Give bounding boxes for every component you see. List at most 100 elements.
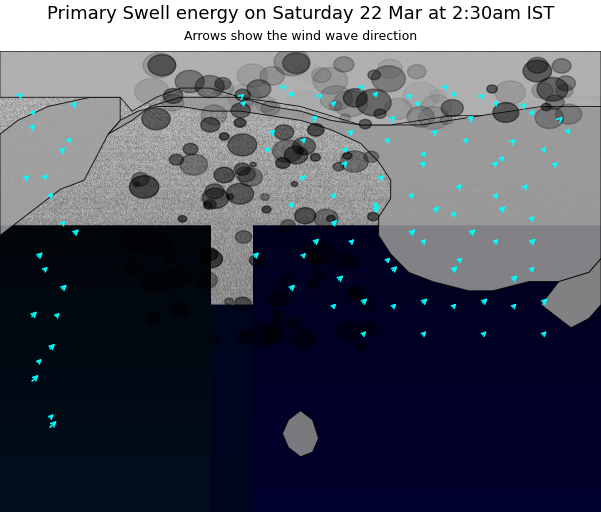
Circle shape	[329, 251, 353, 269]
Circle shape	[407, 65, 426, 79]
Circle shape	[333, 162, 344, 171]
Circle shape	[294, 208, 316, 224]
Circle shape	[145, 313, 161, 325]
Polygon shape	[108, 97, 601, 291]
Circle shape	[214, 81, 234, 96]
Circle shape	[340, 114, 350, 122]
Circle shape	[227, 194, 234, 199]
Circle shape	[129, 176, 159, 198]
Circle shape	[148, 55, 175, 76]
Circle shape	[311, 271, 326, 282]
Circle shape	[261, 101, 279, 115]
Circle shape	[124, 259, 143, 274]
Circle shape	[314, 209, 338, 228]
Circle shape	[234, 118, 246, 127]
Polygon shape	[0, 51, 601, 125]
Circle shape	[304, 242, 333, 265]
Circle shape	[204, 202, 212, 208]
Circle shape	[281, 220, 295, 230]
Circle shape	[235, 89, 251, 101]
Text: Primary Swell energy on Saturday 22 Mar at 2:30am IST: Primary Swell energy on Saturday 22 Mar …	[47, 5, 554, 24]
Circle shape	[556, 84, 573, 97]
Circle shape	[357, 344, 366, 351]
Circle shape	[493, 102, 519, 122]
Circle shape	[327, 215, 335, 222]
Circle shape	[546, 95, 564, 109]
Circle shape	[215, 77, 231, 90]
Circle shape	[276, 158, 290, 168]
Circle shape	[523, 60, 552, 82]
Circle shape	[282, 53, 310, 74]
Circle shape	[535, 107, 564, 129]
Circle shape	[311, 68, 331, 82]
Circle shape	[407, 106, 434, 127]
Circle shape	[359, 119, 371, 129]
Circle shape	[356, 89, 391, 116]
Circle shape	[201, 118, 220, 132]
Circle shape	[343, 153, 352, 159]
Circle shape	[384, 98, 412, 119]
Circle shape	[313, 68, 347, 94]
Circle shape	[201, 248, 218, 261]
Circle shape	[334, 91, 368, 117]
Circle shape	[133, 182, 139, 187]
Circle shape	[556, 104, 582, 124]
Circle shape	[269, 291, 289, 306]
Circle shape	[532, 82, 553, 99]
Circle shape	[274, 49, 310, 76]
Circle shape	[237, 64, 267, 87]
Polygon shape	[541, 259, 601, 328]
Circle shape	[307, 281, 318, 289]
Circle shape	[368, 212, 379, 221]
Circle shape	[249, 255, 264, 266]
Circle shape	[119, 228, 148, 250]
Circle shape	[343, 89, 367, 107]
Circle shape	[310, 154, 320, 161]
Circle shape	[225, 298, 233, 305]
Circle shape	[556, 76, 576, 91]
Circle shape	[219, 133, 229, 140]
Circle shape	[228, 134, 257, 156]
Circle shape	[201, 105, 227, 124]
Circle shape	[364, 151, 379, 162]
Circle shape	[287, 319, 300, 329]
Circle shape	[178, 216, 186, 222]
Circle shape	[180, 154, 207, 175]
Text: Arrows show the wind wave direction: Arrows show the wind wave direction	[184, 30, 417, 44]
Circle shape	[284, 146, 308, 164]
Circle shape	[247, 324, 277, 347]
Circle shape	[227, 183, 254, 204]
Circle shape	[214, 167, 234, 183]
Circle shape	[142, 233, 172, 255]
Circle shape	[338, 322, 362, 341]
Circle shape	[271, 310, 281, 318]
Circle shape	[542, 103, 551, 111]
Circle shape	[200, 250, 222, 268]
Circle shape	[537, 77, 568, 101]
Circle shape	[275, 125, 294, 140]
Circle shape	[262, 206, 271, 213]
Circle shape	[169, 154, 183, 165]
Circle shape	[272, 318, 283, 327]
Circle shape	[170, 303, 189, 317]
Circle shape	[132, 173, 149, 186]
Circle shape	[205, 184, 224, 199]
Circle shape	[256, 96, 276, 112]
Polygon shape	[0, 97, 120, 236]
Circle shape	[308, 123, 324, 136]
Circle shape	[487, 85, 498, 93]
Circle shape	[368, 70, 380, 80]
Circle shape	[195, 272, 218, 289]
Circle shape	[359, 298, 373, 308]
Circle shape	[142, 108, 170, 130]
Circle shape	[143, 53, 175, 78]
Circle shape	[297, 149, 304, 154]
Circle shape	[195, 75, 224, 98]
Circle shape	[346, 257, 360, 267]
Circle shape	[183, 143, 198, 155]
Circle shape	[371, 66, 405, 92]
Polygon shape	[282, 411, 319, 457]
Circle shape	[207, 335, 219, 345]
Circle shape	[552, 59, 571, 73]
Circle shape	[234, 297, 251, 310]
